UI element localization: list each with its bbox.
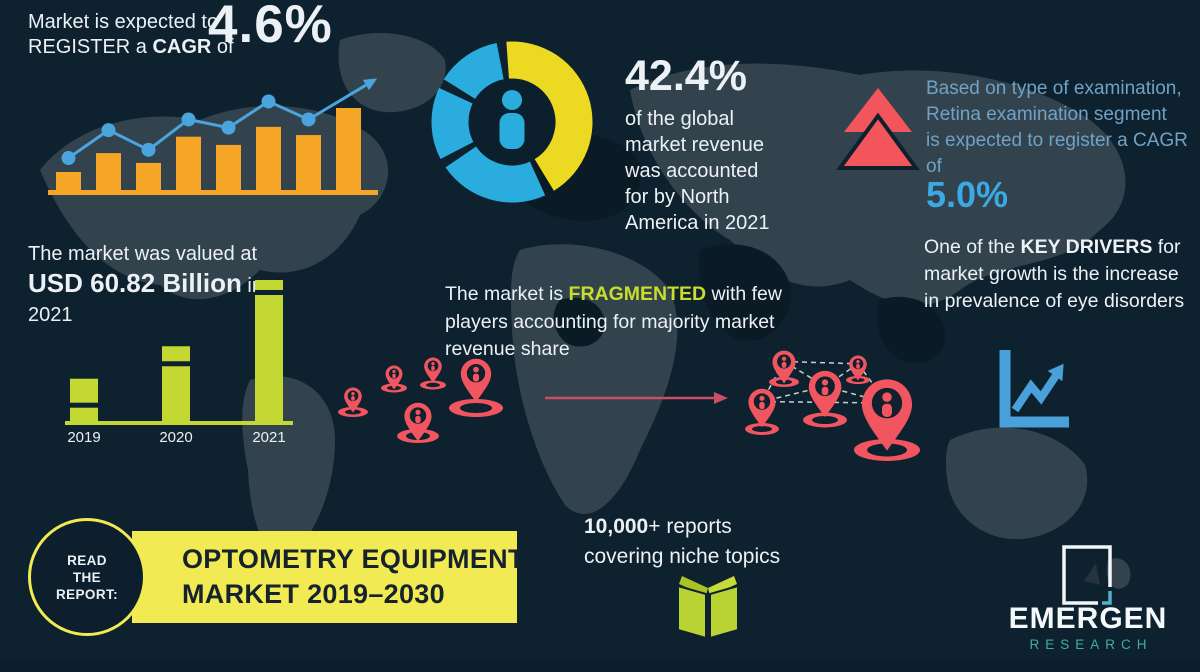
open-book-icon <box>677 576 739 640</box>
map-pin-icon <box>460 358 492 402</box>
map-pin-icon <box>808 370 842 418</box>
cagr-headline-line1: Market is expected to <box>28 11 219 33</box>
brand-name: EMERGEN <box>1008 602 1168 635</box>
svg-text:2019: 2019 <box>67 429 100 446</box>
double-up-triangle-icon <box>836 88 920 170</box>
map-pin-icon <box>748 388 776 428</box>
key-drivers-text: One of the KEY DRIVERS for market growth… <box>924 236 1185 312</box>
brand-subname: RESEARCH <box>1029 637 1153 652</box>
cagr-bar-line-chart <box>48 78 378 195</box>
reports-count-text: 10,000+ reports covering niche topics <box>584 515 781 568</box>
emergen-logo-square-icon <box>1062 545 1112 605</box>
retina-cagr-text: Based on type of examination, Retina exa… <box>926 78 1188 177</box>
market-pins-graphic <box>338 350 920 461</box>
na-share-value: 42.4% <box>625 52 747 100</box>
report-title-banner: OPTOMETRY EQUIPMENT MARKET 2019–2030 <box>132 531 524 623</box>
svg-text:2020: 2020 <box>159 429 192 446</box>
na-share-description: of the global market revenue was account… <box>625 108 770 234</box>
cagr-headline-line2: REGISTER a CAGR of <box>28 36 234 58</box>
valuation-text: The market was valued at USD 60.82 Billi… <box>28 243 263 326</box>
map-pin-icon <box>861 379 913 451</box>
valuation-bar-chart: 2019 2020 2021 <box>65 280 293 446</box>
cagr-value: 4.6% <box>208 0 333 54</box>
line-chart-arrow-icon <box>999 350 1069 428</box>
read-report-circle: READ THE REPORT: <box>28 518 146 636</box>
person-icon <box>499 90 525 149</box>
map-pin-icon <box>424 357 442 383</box>
retina-cagr-value: 5.0% <box>926 174 1009 215</box>
fragmented-text: The market is FRAGMENTED with few player… <box>445 283 782 360</box>
report-title-line2: MARKET 2019–2030 <box>182 579 445 609</box>
na-share-donut-chart <box>431 41 593 203</box>
cagr-headline: Market is expected to REGISTER a CAGR of <box>28 10 234 60</box>
report-title-line1: OPTOMETRY EQUIPMENT <box>182 544 525 574</box>
footer-bar <box>0 659 1200 672</box>
svg-text:2021: 2021 <box>252 429 285 446</box>
flow-arrow-icon <box>545 392 728 404</box>
